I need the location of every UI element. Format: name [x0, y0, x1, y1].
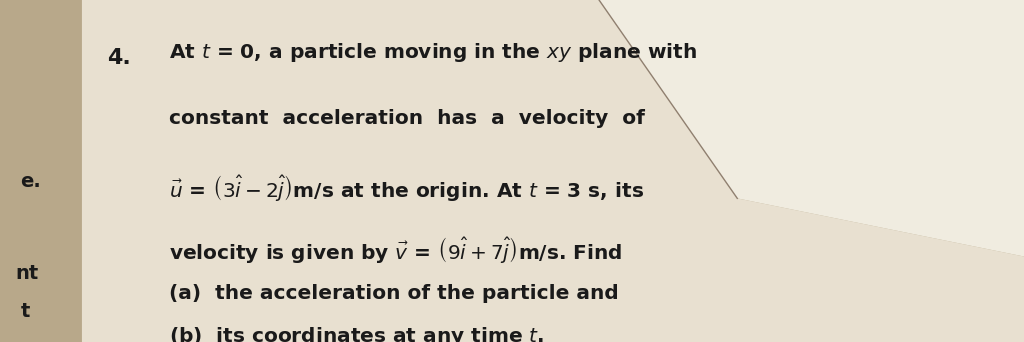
Text: (b)  its coordinates at any time $t$.: (b) its coordinates at any time $t$.	[169, 325, 544, 342]
Text: $\vec{u}$ = $\left(3\hat{i} - 2\hat{j}\right)$m/s at the origin. At $t$ = 3 s, i: $\vec{u}$ = $\left(3\hat{i} - 2\hat{j}\r…	[169, 174, 644, 205]
Polygon shape	[599, 0, 1024, 256]
Text: t: t	[20, 302, 30, 321]
Text: nt: nt	[15, 264, 39, 283]
Text: velocity is given by $\vec{v}$ = $\left(9\hat{i} + 7\hat{j}\right)$m/s. Find: velocity is given by $\vec{v}$ = $\left(…	[169, 236, 623, 266]
Text: (a)  the acceleration of the particle and: (a) the acceleration of the particle and	[169, 284, 618, 303]
Text: constant  acceleration  has  a  velocity  of: constant acceleration has a velocity of	[169, 109, 645, 129]
Text: e.: e.	[20, 172, 41, 191]
Text: At $t$ = 0, a particle moving in the $xy$ plane with: At $t$ = 0, a particle moving in the $xy…	[169, 41, 697, 64]
Text: 4.: 4.	[108, 48, 131, 68]
Polygon shape	[82, 0, 1024, 342]
